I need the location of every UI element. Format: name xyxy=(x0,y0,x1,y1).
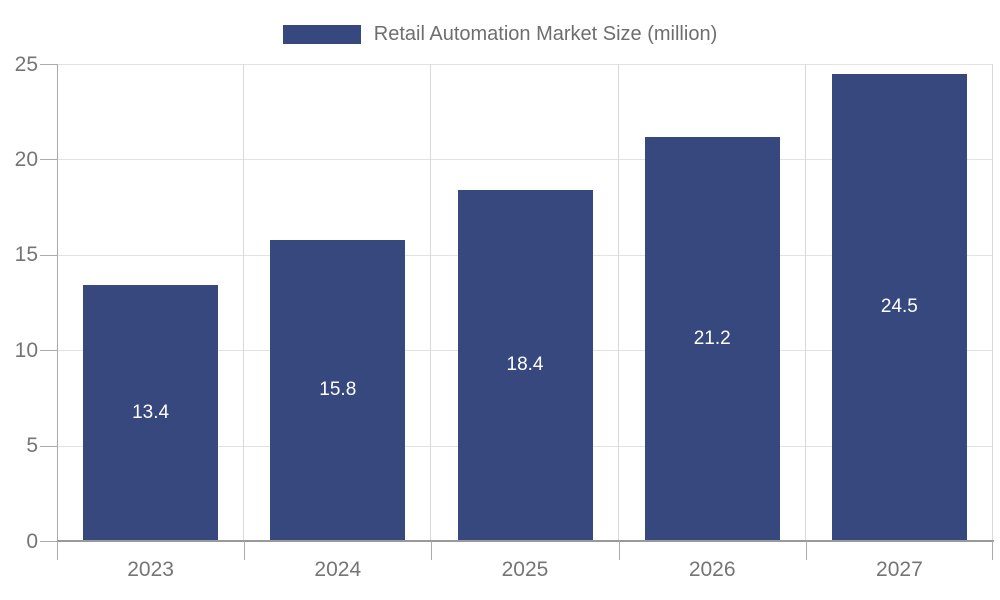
y-tick-label-10: 10 xyxy=(14,338,38,362)
gridline-h-25 xyxy=(57,64,993,65)
x-tick-5 xyxy=(992,541,993,560)
y-axis-spine xyxy=(57,64,58,541)
legend-swatch-icon xyxy=(282,24,361,44)
plot-area: 13.4 15.8 18.4 21.2 24.5 xyxy=(57,64,993,541)
x-axis-label-2027: 2027 xyxy=(876,558,923,581)
gridline-v-2 xyxy=(430,64,432,541)
gridline-v-3 xyxy=(617,64,619,541)
gridline-v-1 xyxy=(243,64,245,541)
bar-value-label: 15.8 xyxy=(319,379,357,401)
x-axis-label-2026: 2026 xyxy=(688,558,736,581)
y-tick-0 xyxy=(40,541,57,542)
bar-2025[interactable]: 18.4 xyxy=(457,189,593,541)
y-tick-5 xyxy=(40,445,57,447)
x-axis-label-2024: 2024 xyxy=(314,558,362,581)
gridline-v-5 xyxy=(992,64,993,541)
x-tick-4 xyxy=(805,541,807,560)
gridline-v-4 xyxy=(804,64,806,541)
x-tick-0 xyxy=(57,541,58,560)
y-tick-15 xyxy=(40,254,57,256)
bar-value-label: 18.4 xyxy=(506,354,544,376)
x-tick-3 xyxy=(618,541,620,560)
x-axis-label-2025: 2025 xyxy=(501,558,549,581)
bar-value-label: 21.2 xyxy=(693,327,731,349)
x-axis-label-2023: 2023 xyxy=(127,558,174,581)
y-tick-10 xyxy=(40,350,57,352)
y-tick-20 xyxy=(40,159,57,161)
bar-value-label: 24.5 xyxy=(880,296,918,318)
legend-label: Retail Automation Market Size (million) xyxy=(373,23,718,45)
legend[interactable]: Retail Automation Market Size (million) xyxy=(0,23,1000,45)
y-tick-label-25: 25 xyxy=(14,52,38,76)
gridline-h-20 xyxy=(57,159,993,161)
y-tick-label-15: 15 xyxy=(14,243,38,267)
bar-value-label: 13.4 xyxy=(132,402,170,424)
x-tick-1 xyxy=(244,541,246,560)
y-tick-25 xyxy=(40,64,57,65)
bar-2024[interactable]: 15.8 xyxy=(270,239,406,541)
bar-2023[interactable]: 13.4 xyxy=(83,285,219,541)
x-axis-line xyxy=(57,540,994,542)
y-tick-label-20: 20 xyxy=(14,147,38,171)
bar-2027[interactable]: 24.5 xyxy=(831,73,967,541)
y-tick-label-5: 5 xyxy=(26,434,38,458)
bar-2026[interactable]: 21.2 xyxy=(644,136,780,541)
y-tick-label-0: 0 xyxy=(26,529,38,553)
x-tick-2 xyxy=(431,541,433,560)
